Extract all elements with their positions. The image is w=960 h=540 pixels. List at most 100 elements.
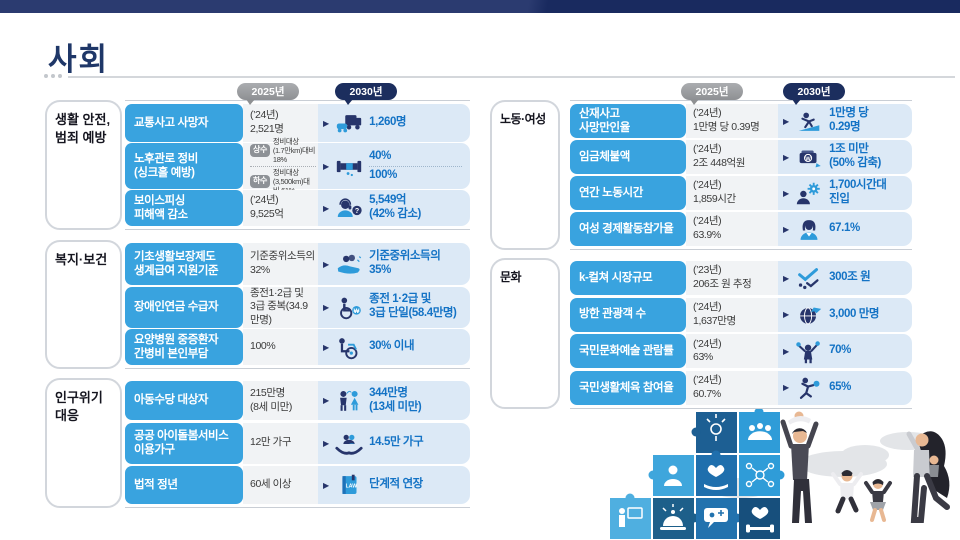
arrow-icon: ▶ [783,346,790,356]
metric-label: 장애인연금 수급자 [125,286,243,328]
metric-target-value: 100% [369,168,397,181]
metric-target: ▶ 65% [778,370,912,405]
arrow-icon: ▶ [783,116,790,126]
metric-row: 요양병원 중증환자 간병비 본인부담 100% ▶ 30% 이내 [125,329,470,365]
metric-target-value: 단계적 연장 [369,478,423,491]
metric-current: 215만명 (8세 미만) [243,381,318,420]
metric-row: 교통사고 사망자 (’24년) 2,521명 ▶ 1,260명 [125,104,470,142]
metric-target-value: 70% [829,344,851,357]
metric-row: k-컬쳐 시장규모 (’23년) 206조 원 추정 ▶ 300조 원 [570,261,912,295]
metric-label: 공공 아이돌봄서비스 이용가구 [125,422,243,464]
metric-target-value: 종전 1·2급 및 3급 단일(58.4만명) [369,293,457,319]
family-figures [780,411,950,523]
metric-target: ▶ 70% [778,334,912,369]
metric-row: 여성 경제활동참가율 (’24년) 63.9% ▶ 67.1% [570,212,912,246]
metric-target: ▶ 1만명 당 0.29명 [778,104,912,138]
metric-target-value: 3,000 만명 [829,307,880,320]
water-supply-badge: 상수 [250,143,270,158]
section-frame [45,378,122,508]
metric-target: ▶ 40% 100% [318,143,470,189]
law-book-icon: LAW [342,474,357,494]
metric-current: (’24년) 9,525억 [243,190,318,226]
k-culture-icon [798,267,819,289]
metric-label: 보이스피싱 피해액 감소 [125,190,243,226]
metric-target-value: 344만명 (13세 미만) [369,386,422,413]
tourist-globe-icon [800,307,822,325]
metric-row: 기초생활보장제도 생계급여 지원기준 기준중위소득의 32% ▶ 기준중위소득의… [125,243,470,285]
metric-current: 종전1·2급 및 3급 중복(34.9만명) [243,286,318,328]
metric-row: 보이스피싱 피해액 감소 (’24년) 9,525억 ▶ ? 5,549억 (4… [125,190,470,226]
metric-target: ▶ 3,000 만명 [778,297,912,332]
metric-current: 12만 가구 [243,422,318,464]
page-title: 사회 [48,42,110,77]
metric-target: ▶ 67.1% [778,212,912,246]
metric-target-value: 300조 원 [829,271,871,284]
metric-row: 노후관로 정비 (싱크홀 예방) 상수 정비대상 (1.7만km)대비 18% 하… [125,137,470,195]
metric-current: (’24년) 63.9% [686,212,778,246]
section-population: 인구위기 대응 아동수당 대상자 215만명 (8세 미만) ▶ 344만명 (… [45,378,470,508]
metric-row: 아동수당 대상자 215만명 (8세 미만) ▶ 344만명 (13세 미만) [125,381,470,420]
metric-label: 법적 정년 [125,466,243,504]
arrow-icon: ▶ [323,342,330,352]
metric-row: 법적 정년 60세 이상 ▶ LAW 단계적 연장 [125,466,470,504]
top-navy-bar [0,0,960,13]
title-rule [68,76,955,78]
year-pill-2030-left: 2030년 [335,83,397,105]
jumping-girl [864,479,892,522]
culture-art-icon [796,341,821,364]
metric-current: 기준중위소득의 32% [243,243,318,285]
metric-current: (’23년) 206조 원 추정 [686,261,778,295]
section-frame [490,258,560,409]
section-frame [45,240,122,369]
sewage-badge: 하수 [250,174,270,189]
metric-target-value: 14.5만 가구 [369,436,424,449]
metric-target-value: 65% [829,381,851,394]
metric-label: 국민문화예술 관람률 [570,334,686,369]
svg-text:W: W [806,156,812,162]
badge-text: 정비대상 (1.7만km)대비 18% [272,137,316,164]
metric-label: 기초생활보장제도 생계급여 지원기준 [125,243,243,285]
metric-label: 요양병원 중증환자 간병비 본인부담 [125,329,243,365]
metric-current: (’24년) 1만명 당 0.39명 [686,104,778,138]
metric-current: (’24년) 2조 448억원 [686,140,778,174]
metric-target-value: 1만명 당 0.29명 [829,107,869,133]
metric-target-value: 1,700시간대 진입 [829,179,887,205]
metric-target-value: 1조 미만 (50% 감축) [829,143,881,169]
section-safety: 생활 안전, 범죄 예방 교통사고 사망자 (’24년) 2,521명 ▶ 1,… [45,100,470,230]
sports-runner-icon [800,378,820,400]
metric-label: 산재사고 사망만인율 [570,104,686,138]
mother-and-child [906,431,950,523]
metric-row: 방한 관광객 수 (’24년) 1,637만명 ▶ 3,000 만명 [570,297,912,332]
metric-row: 산재사고 사망만인율 (’24년) 1만명 당 0.39명 ▶ 1만명 당 0.… [570,104,912,138]
year-pill-2030-right: 2030년 [783,83,845,105]
section-label: 인구위기 대응 [55,390,103,423]
metric-target: ▶ 344만명 (13세 미만) [318,381,470,420]
metric-target-value: 67.1% [829,222,860,235]
section-label: 문화 [500,270,522,284]
metric-target-value: 1,260명 [369,116,407,129]
metric-current: (’24년) 1,859시간 [686,176,778,210]
working-hours-icon [796,182,820,204]
arrow-icon: ▶ [323,480,330,490]
traffic-accident-icon [336,114,362,132]
metric-target-value: 30% 이내 [369,340,415,353]
puzzle-blocks [610,408,785,539]
metric-target: ▶ 1,700시간대 진입 [778,176,912,210]
metric-label: 아동수당 대상자 [125,381,243,420]
section-culture: 문화 k-컬쳐 시장규모 (’23년) 206조 원 추정 ▶ 300조 원 방… [490,258,912,409]
family-puzzle-illustration [610,408,950,539]
arrow-icon: ▶ [323,438,330,448]
metric-target: ▶ ? 5,549억 (42% 감소) [318,190,470,226]
title-rule-dots [44,74,48,78]
metric-current: 60세 이상 [243,466,318,504]
svg-text:?: ? [355,207,359,214]
arrow-icon: ▶ [323,302,330,312]
year-pill-2025-left: 2025년 [237,83,299,105]
metric-target: ▶ W 1조 미만 (50% 감축) [778,140,912,174]
metric-row: 공공 아이돌봄서비스 이용가구 12만 가구 ▶ 14.5만 가구 [125,422,470,464]
metric-label: 교통사고 사망자 [125,104,243,142]
metric-row: 장애인연금 수급자 종전1·2급 및 3급 중복(34.9만명) ▶ ₩ 종전 … [125,286,470,328]
metric-target: ▶ ₩ 종전 1·2급 및 3급 단일(58.4만명) [318,286,470,328]
